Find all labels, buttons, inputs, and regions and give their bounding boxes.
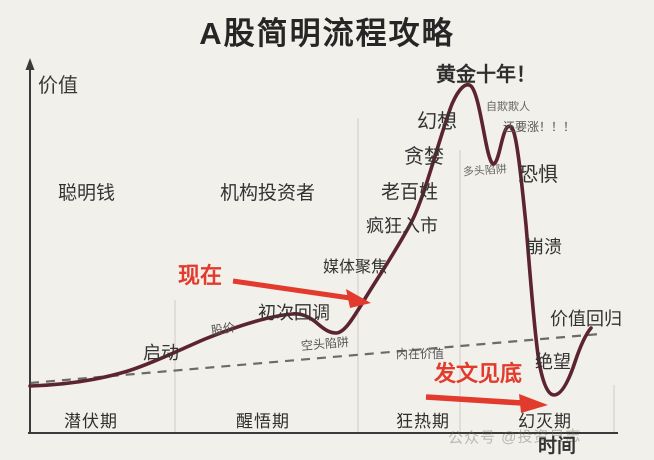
label-despair: 绝望 [535, 352, 571, 372]
label-collapse: 崩溃 [526, 237, 562, 257]
label-still-rising: 还要涨！！！ [503, 120, 576, 134]
label-greed: 贪婪 [404, 146, 444, 168]
label-crazy-entry: 疯狂入市 [366, 216, 438, 236]
page-title: A股简明流程攻略 [199, 16, 455, 51]
label-golden-decade: 黄金十年！ [436, 64, 536, 86]
label-fear: 恐惧 [518, 164, 558, 186]
x-axis-label: 时间 [538, 436, 577, 457]
label-intrinsic-value: 内在价值 [396, 347, 445, 361]
annotation-now: 现在 [178, 263, 223, 288]
label-value-return: 价值回归 [550, 309, 622, 329]
axes [28, 66, 618, 434]
label-media-focus: 媒体聚焦 [323, 259, 388, 276]
phase-label-frenzy: 狂热期 [396, 412, 450, 431]
y-axis-label: 价值 [38, 75, 78, 97]
label-launch: 启动 [143, 343, 179, 363]
label-ordinary-people: 老百姓 [381, 182, 439, 203]
label-smart-money: 聪明钱 [58, 183, 116, 204]
label-institutional-investors: 机构投资者 [220, 183, 316, 204]
label-fantasy: 幻想 [417, 111, 457, 133]
label-first-pullback: 初次回调 [258, 303, 330, 323]
phase-label-awakening: 醒悟期 [236, 412, 290, 431]
phase-label-latent: 潜伏期 [64, 412, 118, 431]
bottom-call-arrow-icon [425, 394, 548, 413]
label-self-deception: 自欺欺人 [486, 101, 530, 113]
price-curve [28, 83, 593, 397]
y-axis-arrowhead-icon [25, 58, 35, 70]
phase-label-disillusion: 幻灭期 [518, 412, 572, 431]
phase-dividers [174, 118, 615, 432]
now-arrow-icon [232, 278, 371, 308]
annotation-bottom-call: 发文见底 [434, 361, 523, 386]
